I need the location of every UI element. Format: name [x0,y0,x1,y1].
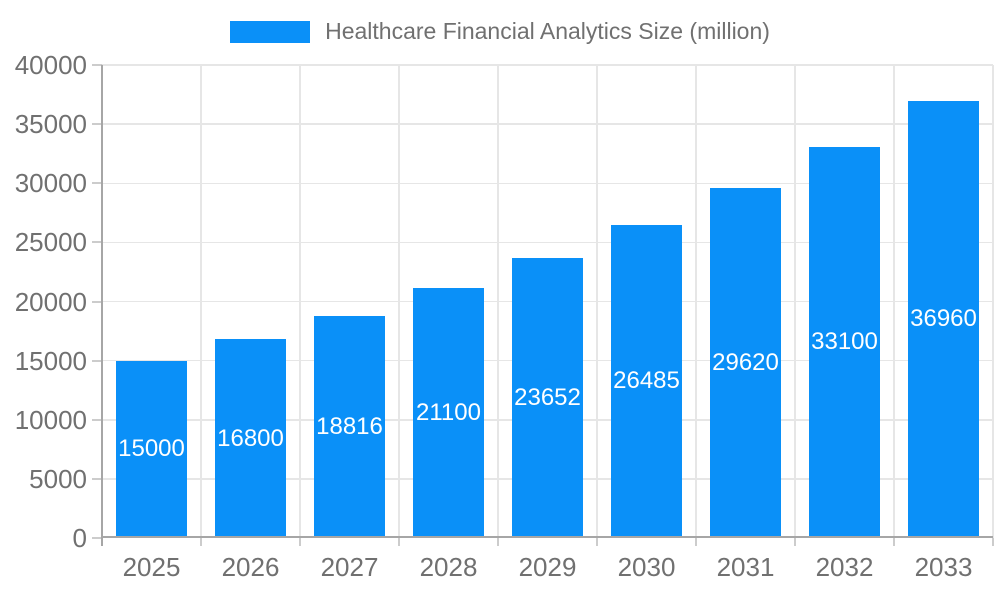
x-axis-tick [695,538,697,546]
bar-value-label: 36960 [910,305,977,333]
bar-2028[interactable]: 21100 [413,288,484,538]
legend-item[interactable]: Healthcare Financial Analytics Size (mil… [0,18,1000,45]
x-axis-tick-label: 2033 [914,552,973,582]
x-axis-tick [299,538,301,546]
bar-2026[interactable]: 16800 [215,339,286,538]
x-axis-tick-label: 2025 [122,552,181,582]
y-axis-tick [92,300,102,303]
bar-value-label: 23652 [514,384,581,412]
bar-2029[interactable]: 23652 [512,258,583,538]
gridline-vertical [893,65,895,538]
gridline-vertical [992,65,994,538]
bar-value-label: 26485 [613,367,680,395]
bar-value-label: 18816 [316,412,383,440]
y-axis-tick-label: 15000 [14,345,87,376]
gridline-vertical [200,65,202,538]
y-axis-tick [92,477,102,480]
gridline-vertical [794,65,796,538]
bar-value-label: 16800 [217,424,284,452]
gridline-horizontal [102,123,993,125]
y-axis-tick [92,64,102,66]
y-axis-tick-label: 35000 [14,109,87,140]
gridline-vertical [497,65,499,538]
x-axis-tick-label: 2032 [815,552,874,582]
bar-2027[interactable]: 18816 [314,315,385,538]
bar-2031[interactable]: 29620 [710,187,781,538]
bar-value-label: 21100 [416,399,481,427]
y-axis-tick-label: 30000 [14,168,87,199]
y-axis-tick [92,418,102,421]
y-axis-tick [92,123,102,126]
y-axis-tick [92,241,102,244]
gridline-horizontal [102,241,993,244]
bar-2032[interactable]: 33100 [809,146,880,538]
x-axis-line [102,536,993,538]
x-axis-tick [893,538,895,546]
plot-area: 0 5000 10000 15000 20000 25000 30000 35000 40000… [15,50,994,582]
x-axis-tick [992,538,994,546]
bar-value-label: 29620 [712,348,779,376]
x-axis-tick [794,538,796,546]
x-axis-tick-label: 2031 [716,552,775,582]
x-axis-tick-label: 2027 [320,552,379,582]
x-axis-tick-label: 2029 [518,552,577,582]
bar-2030[interactable]: 26485 [611,224,682,538]
y-axis-tick-label: 0 [72,523,87,553]
gridline-vertical [398,65,400,538]
gridline-vertical [596,65,598,538]
legend-label: Healthcare Financial Analytics Size (mil… [325,18,770,44]
y-axis-tick [92,182,102,185]
x-axis-tick-label: 2030 [617,552,676,582]
y-axis-tick-label: 5000 [29,463,87,494]
legend-swatch [230,20,311,43]
x-axis-tick [596,538,598,546]
x-axis-tick-label: 2026 [221,552,280,582]
y-axis-tick [92,359,102,362]
gridline-vertical [695,65,697,538]
bar-2025[interactable]: 15000 [116,360,187,538]
x-axis-tick [398,538,400,546]
x-axis-tick [200,538,202,546]
gridline-vertical [299,65,301,538]
gridline-horizontal [102,182,993,184]
bar-value-label: 15000 [118,435,185,463]
y-axis-tick-label: 20000 [14,286,87,317]
x-axis-tick-label: 2028 [419,552,478,582]
y-axis-tick-label: 25000 [14,227,87,258]
x-axis-tick [497,538,499,546]
gridline-horizontal [102,64,993,66]
bar-2033[interactable]: 36960 [908,100,979,538]
y-axis-tick-label: 10000 [14,404,87,435]
y-axis-tick-label: 40000 [14,50,87,80]
bar-value-label: 33100 [811,328,878,356]
y-axis-line [101,65,103,546]
y-axis-tick [92,537,102,539]
